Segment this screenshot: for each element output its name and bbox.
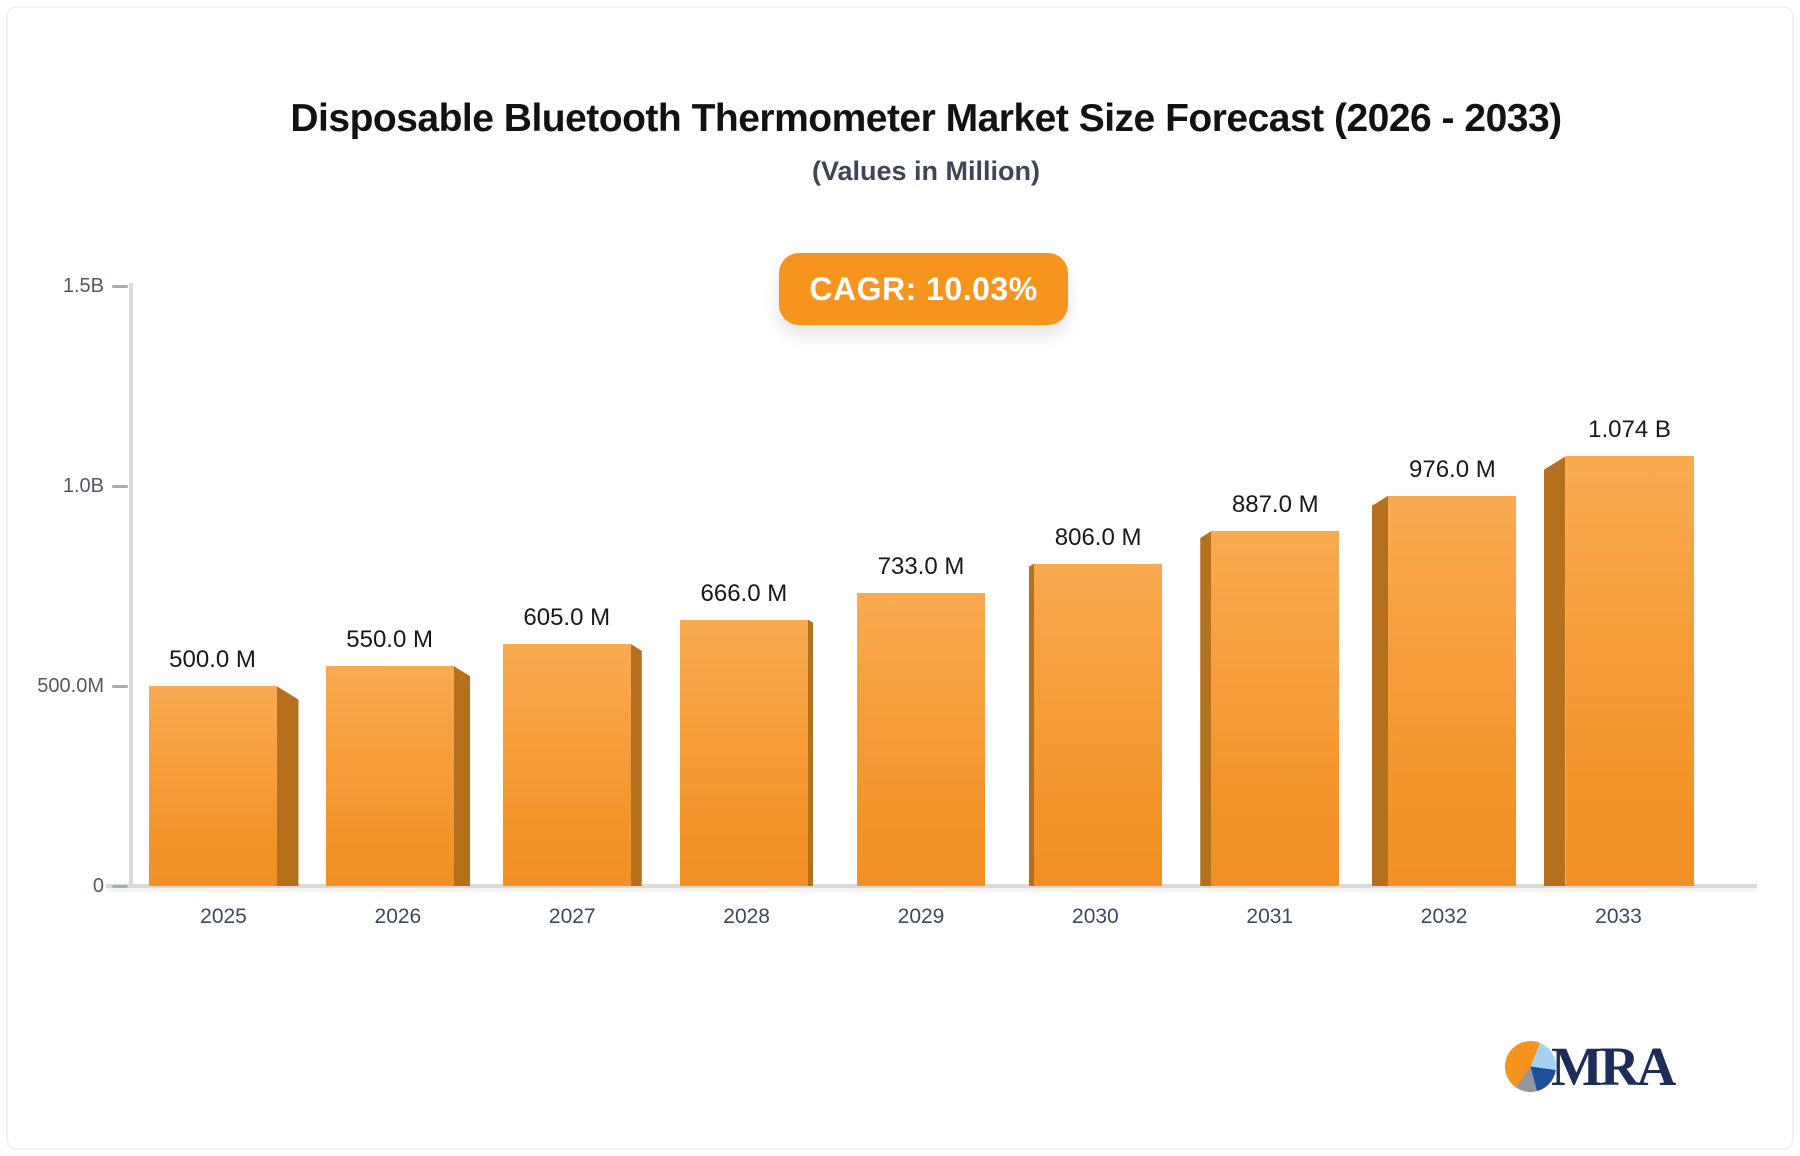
y-axis-tick-mark [112, 884, 128, 888]
bar-side-face [1200, 531, 1212, 886]
bar [679, 619, 808, 886]
x-axis-label: 2027 [548, 905, 596, 928]
bar-value-label: 500.0 M [169, 646, 256, 673]
bar-value-label: 550.0 M [346, 626, 433, 653]
y-axis-tick-label: 0 [92, 875, 104, 897]
bar-side-face [630, 644, 642, 886]
mra-logo-text: MRA [1551, 1036, 1676, 1097]
x-axis-label: 2029 [897, 905, 945, 928]
chart-subtitle: (Values in Million) [811, 156, 1041, 186]
bar [1034, 563, 1163, 886]
bar-value-label: 887.0 M [1231, 491, 1319, 519]
x-axis-label: 2033 [1595, 905, 1642, 928]
y-axis-tick-mark [112, 284, 128, 288]
x-axis-baseline [106, 884, 1757, 888]
bar-value-label: 976.0 M [1409, 455, 1496, 483]
y-axis-tick-label: 500.0M [37, 675, 104, 697]
cagr-badge: CAGR: 10.03% [779, 253, 1068, 325]
bar [1565, 456, 1694, 886]
y-axis-line [129, 283, 133, 886]
bar-value-label: 1.074 B [1588, 416, 1671, 444]
bar-side-face [453, 666, 471, 886]
bar [1388, 495, 1517, 886]
bar [325, 666, 454, 886]
y-axis-tick-mark [112, 484, 128, 488]
bar [1211, 531, 1340, 886]
x-axis-label: 2031 [1246, 905, 1294, 928]
bar-side-face [276, 686, 299, 886]
y-axis-tick-label: 1.0B [62, 475, 104, 497]
bar [502, 644, 631, 886]
chart-title: Disposable Bluetooth Thermometer Market … [290, 97, 1562, 140]
bar-side-face [807, 619, 814, 886]
bar-side-face [1028, 563, 1035, 886]
x-axis-label: 2028 [723, 905, 770, 928]
cagr-badge-label: CAGR: 10.03% [809, 270, 1038, 307]
bar-value-label: 733.0 M [877, 552, 965, 580]
bar [148, 686, 277, 886]
mra-logo: MRA [1505, 1036, 1676, 1097]
chart-header: Disposable Bluetooth Thermometer Market … [52, 0, 1800, 187]
pie-chart-logo-icon [1505, 1041, 1556, 1092]
bar-value-label: 605.0 M [523, 604, 611, 631]
y-axis-tick-label: 1.5B [62, 275, 104, 297]
bar-value-label: 806.0 M [1054, 523, 1142, 551]
x-axis-label: 2025 [200, 905, 247, 928]
bar-side-face [1543, 456, 1566, 886]
x-axis-label: 2030 [1072, 905, 1119, 928]
bar-value-label: 666.0 M [700, 579, 788, 607]
bar-side-face [1371, 495, 1389, 886]
x-axis-label: 2032 [1420, 905, 1468, 928]
x-axis-label: 2026 [374, 905, 422, 928]
bar [857, 592, 985, 886]
y-axis-tick-mark [112, 684, 128, 688]
